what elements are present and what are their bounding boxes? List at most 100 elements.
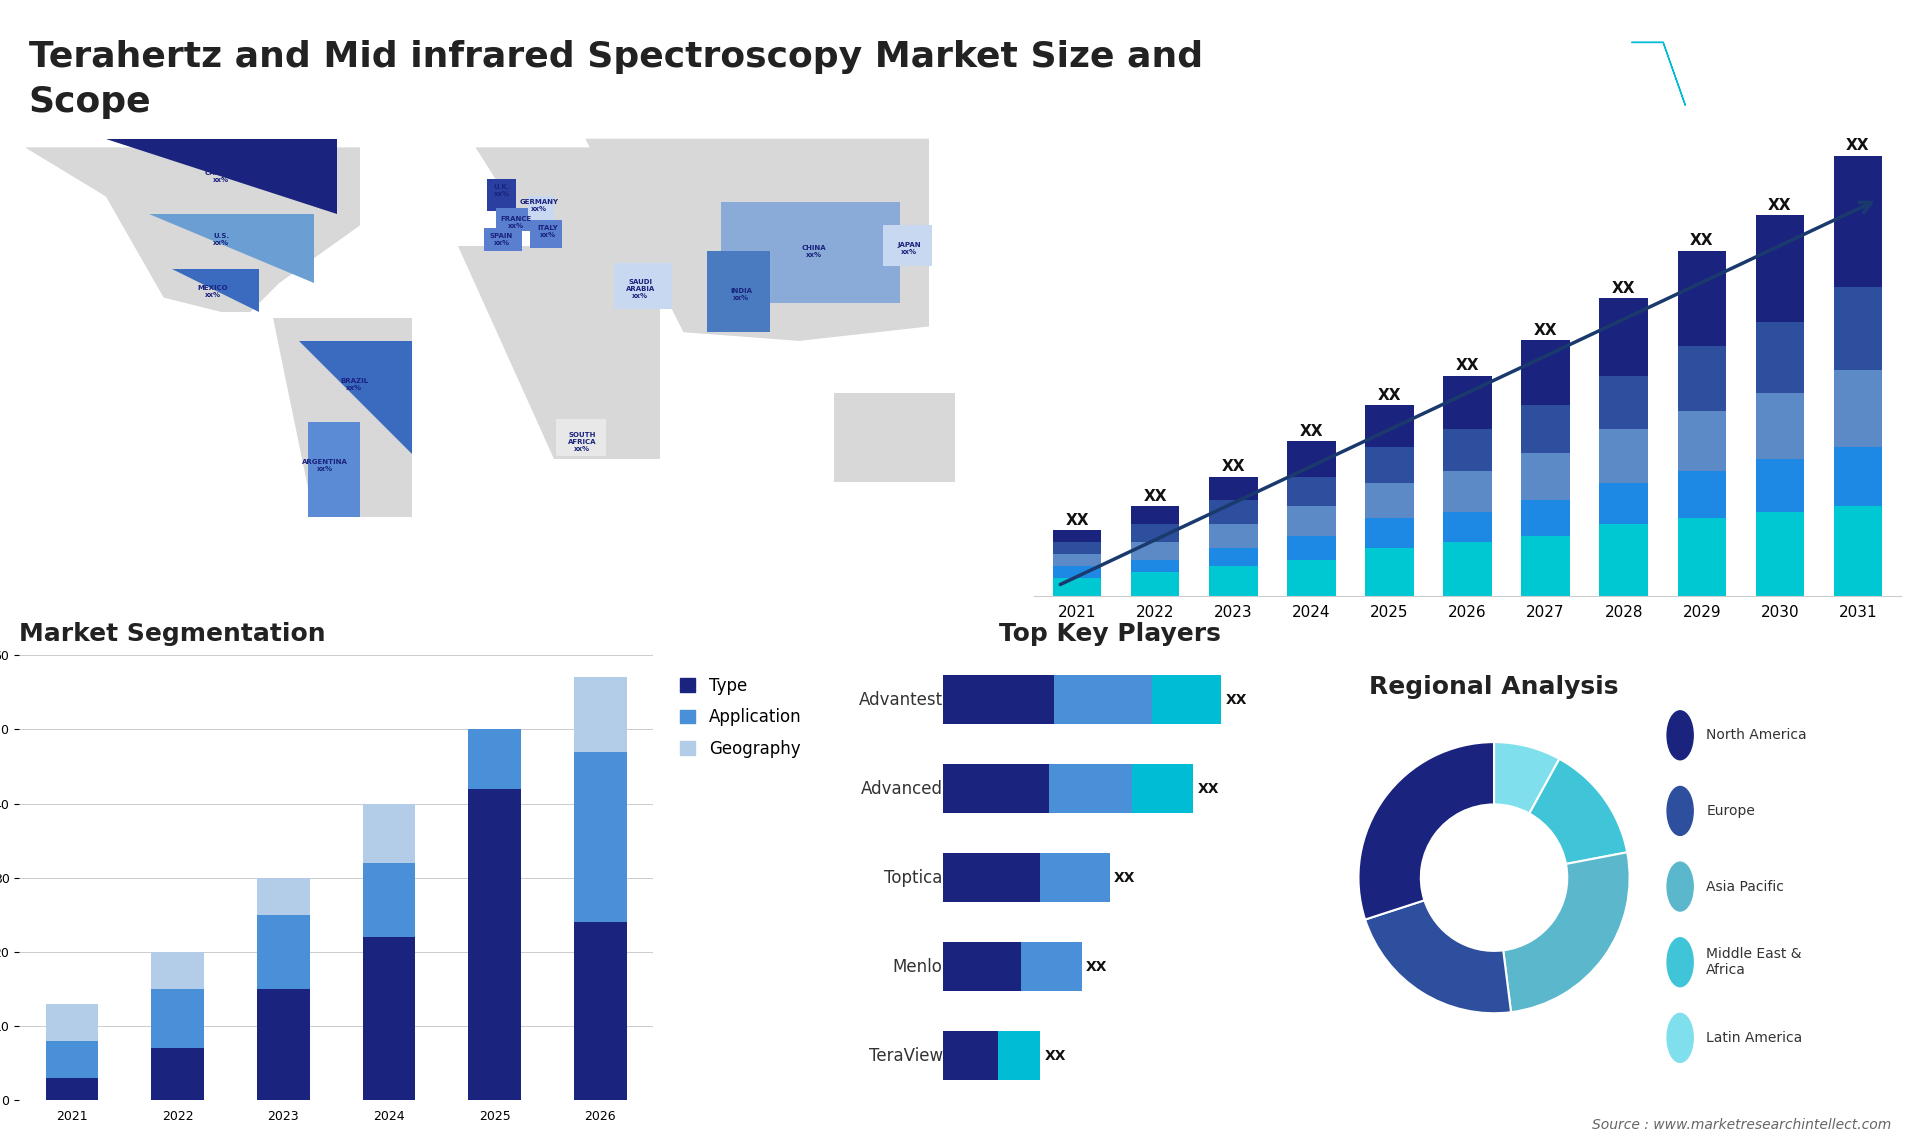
Bar (1286, 477, 1336, 507)
Polygon shape (476, 148, 639, 254)
Bar (1210, 566, 1258, 596)
Text: XX: XX (1066, 512, 1089, 528)
FancyBboxPatch shape (1048, 764, 1133, 814)
Text: XX: XX (1768, 198, 1791, 213)
Text: TeraView: TeraView (868, 1046, 943, 1065)
Bar (1599, 429, 1647, 482)
Polygon shape (883, 226, 931, 266)
Text: North America: North America (1707, 729, 1807, 743)
FancyBboxPatch shape (943, 942, 1021, 991)
Bar (574, 923, 626, 1100)
Bar (152, 989, 204, 1049)
Text: INTELLECT: INTELLECT (1709, 101, 1776, 110)
Polygon shape (25, 148, 361, 312)
Text: XX: XX (1044, 1049, 1066, 1062)
FancyBboxPatch shape (943, 1031, 998, 1081)
Bar (1678, 251, 1726, 346)
Bar (152, 1049, 204, 1100)
Polygon shape (307, 422, 361, 517)
FancyBboxPatch shape (1021, 942, 1083, 991)
FancyBboxPatch shape (1152, 675, 1221, 724)
Polygon shape (530, 220, 563, 249)
Bar (257, 878, 309, 915)
Text: CANADA
xx%: CANADA xx% (205, 170, 238, 182)
Bar (1678, 411, 1726, 471)
Bar (574, 677, 626, 752)
Bar (1365, 447, 1413, 482)
Wedge shape (1530, 759, 1628, 864)
Polygon shape (488, 179, 516, 211)
Text: XX: XX (1455, 359, 1478, 374)
Polygon shape (300, 340, 413, 454)
Polygon shape (1632, 42, 1686, 105)
Bar (1131, 542, 1179, 560)
Bar (1521, 501, 1571, 536)
Bar (1678, 471, 1726, 518)
Bar (1210, 501, 1258, 524)
Bar (363, 863, 415, 937)
Text: Source : www.marketresearchintellect.com: Source : www.marketresearchintellect.com (1592, 1118, 1891, 1132)
Bar (1521, 536, 1571, 596)
Bar (1286, 560, 1336, 596)
FancyBboxPatch shape (943, 764, 1048, 814)
Bar (1052, 566, 1102, 578)
Text: Terahertz and Mid infrared Spectroscopy Market Size and
Scope: Terahertz and Mid infrared Spectroscopy … (29, 40, 1204, 119)
Wedge shape (1365, 901, 1511, 1013)
Bar (1444, 512, 1492, 542)
Text: SAUDI
ARABIA
xx%: SAUDI ARABIA xx% (626, 278, 655, 299)
Bar (1599, 482, 1647, 524)
Bar (1678, 346, 1726, 411)
Polygon shape (722, 202, 900, 304)
Bar (257, 989, 309, 1100)
Text: Europe: Europe (1707, 804, 1755, 818)
Text: Latin America: Latin America (1707, 1031, 1803, 1045)
Bar (1131, 560, 1179, 572)
Text: Advantest: Advantest (858, 691, 943, 708)
Text: SPAIN
xx%: SPAIN xx% (490, 234, 513, 246)
Polygon shape (614, 262, 672, 309)
Text: U.K.
xx%: U.K. xx% (493, 185, 511, 197)
Bar (1052, 542, 1102, 554)
Circle shape (1667, 937, 1693, 987)
Bar (1444, 376, 1492, 429)
Text: CHINA
xx%: CHINA xx% (801, 245, 826, 258)
Circle shape (1667, 862, 1693, 911)
Text: XX: XX (1087, 959, 1108, 974)
Bar (46, 1004, 98, 1041)
Bar (1286, 441, 1336, 477)
Text: XX: XX (1847, 139, 1870, 154)
Text: XX: XX (1221, 460, 1244, 474)
Polygon shape (586, 139, 929, 340)
Polygon shape (273, 317, 413, 517)
Bar (1286, 507, 1336, 536)
Text: ARGENTINA
xx%: ARGENTINA xx% (303, 458, 348, 472)
Bar (1052, 531, 1102, 542)
Bar (1365, 518, 1413, 548)
Bar (363, 937, 415, 1100)
Bar (1210, 548, 1258, 566)
Text: XX: XX (1114, 871, 1135, 885)
Circle shape (1432, 815, 1557, 940)
Bar (574, 752, 626, 923)
Polygon shape (459, 245, 660, 460)
FancyBboxPatch shape (1133, 764, 1194, 814)
Polygon shape (484, 228, 522, 251)
Text: U.S.
xx%: U.S. xx% (213, 234, 230, 246)
Text: XX: XX (1534, 323, 1557, 338)
Bar (1131, 524, 1179, 542)
Text: Asia Pacific: Asia Pacific (1707, 880, 1784, 894)
Bar (1286, 536, 1336, 560)
Bar (1444, 429, 1492, 471)
Bar (1755, 393, 1805, 458)
Bar (1834, 286, 1882, 370)
Text: SOUTH
AFRICA
xx%: SOUTH AFRICA xx% (568, 432, 597, 452)
Text: Advanced: Advanced (860, 779, 943, 798)
Polygon shape (833, 393, 954, 482)
Title: Top Key Players: Top Key Players (998, 622, 1221, 646)
Text: XX: XX (1225, 692, 1246, 707)
Bar (1052, 554, 1102, 566)
Text: XX: XX (1379, 388, 1402, 403)
Polygon shape (1617, 42, 1663, 105)
Bar (152, 952, 204, 989)
Text: BRAZIL
xx%: BRAZIL xx% (340, 378, 369, 391)
